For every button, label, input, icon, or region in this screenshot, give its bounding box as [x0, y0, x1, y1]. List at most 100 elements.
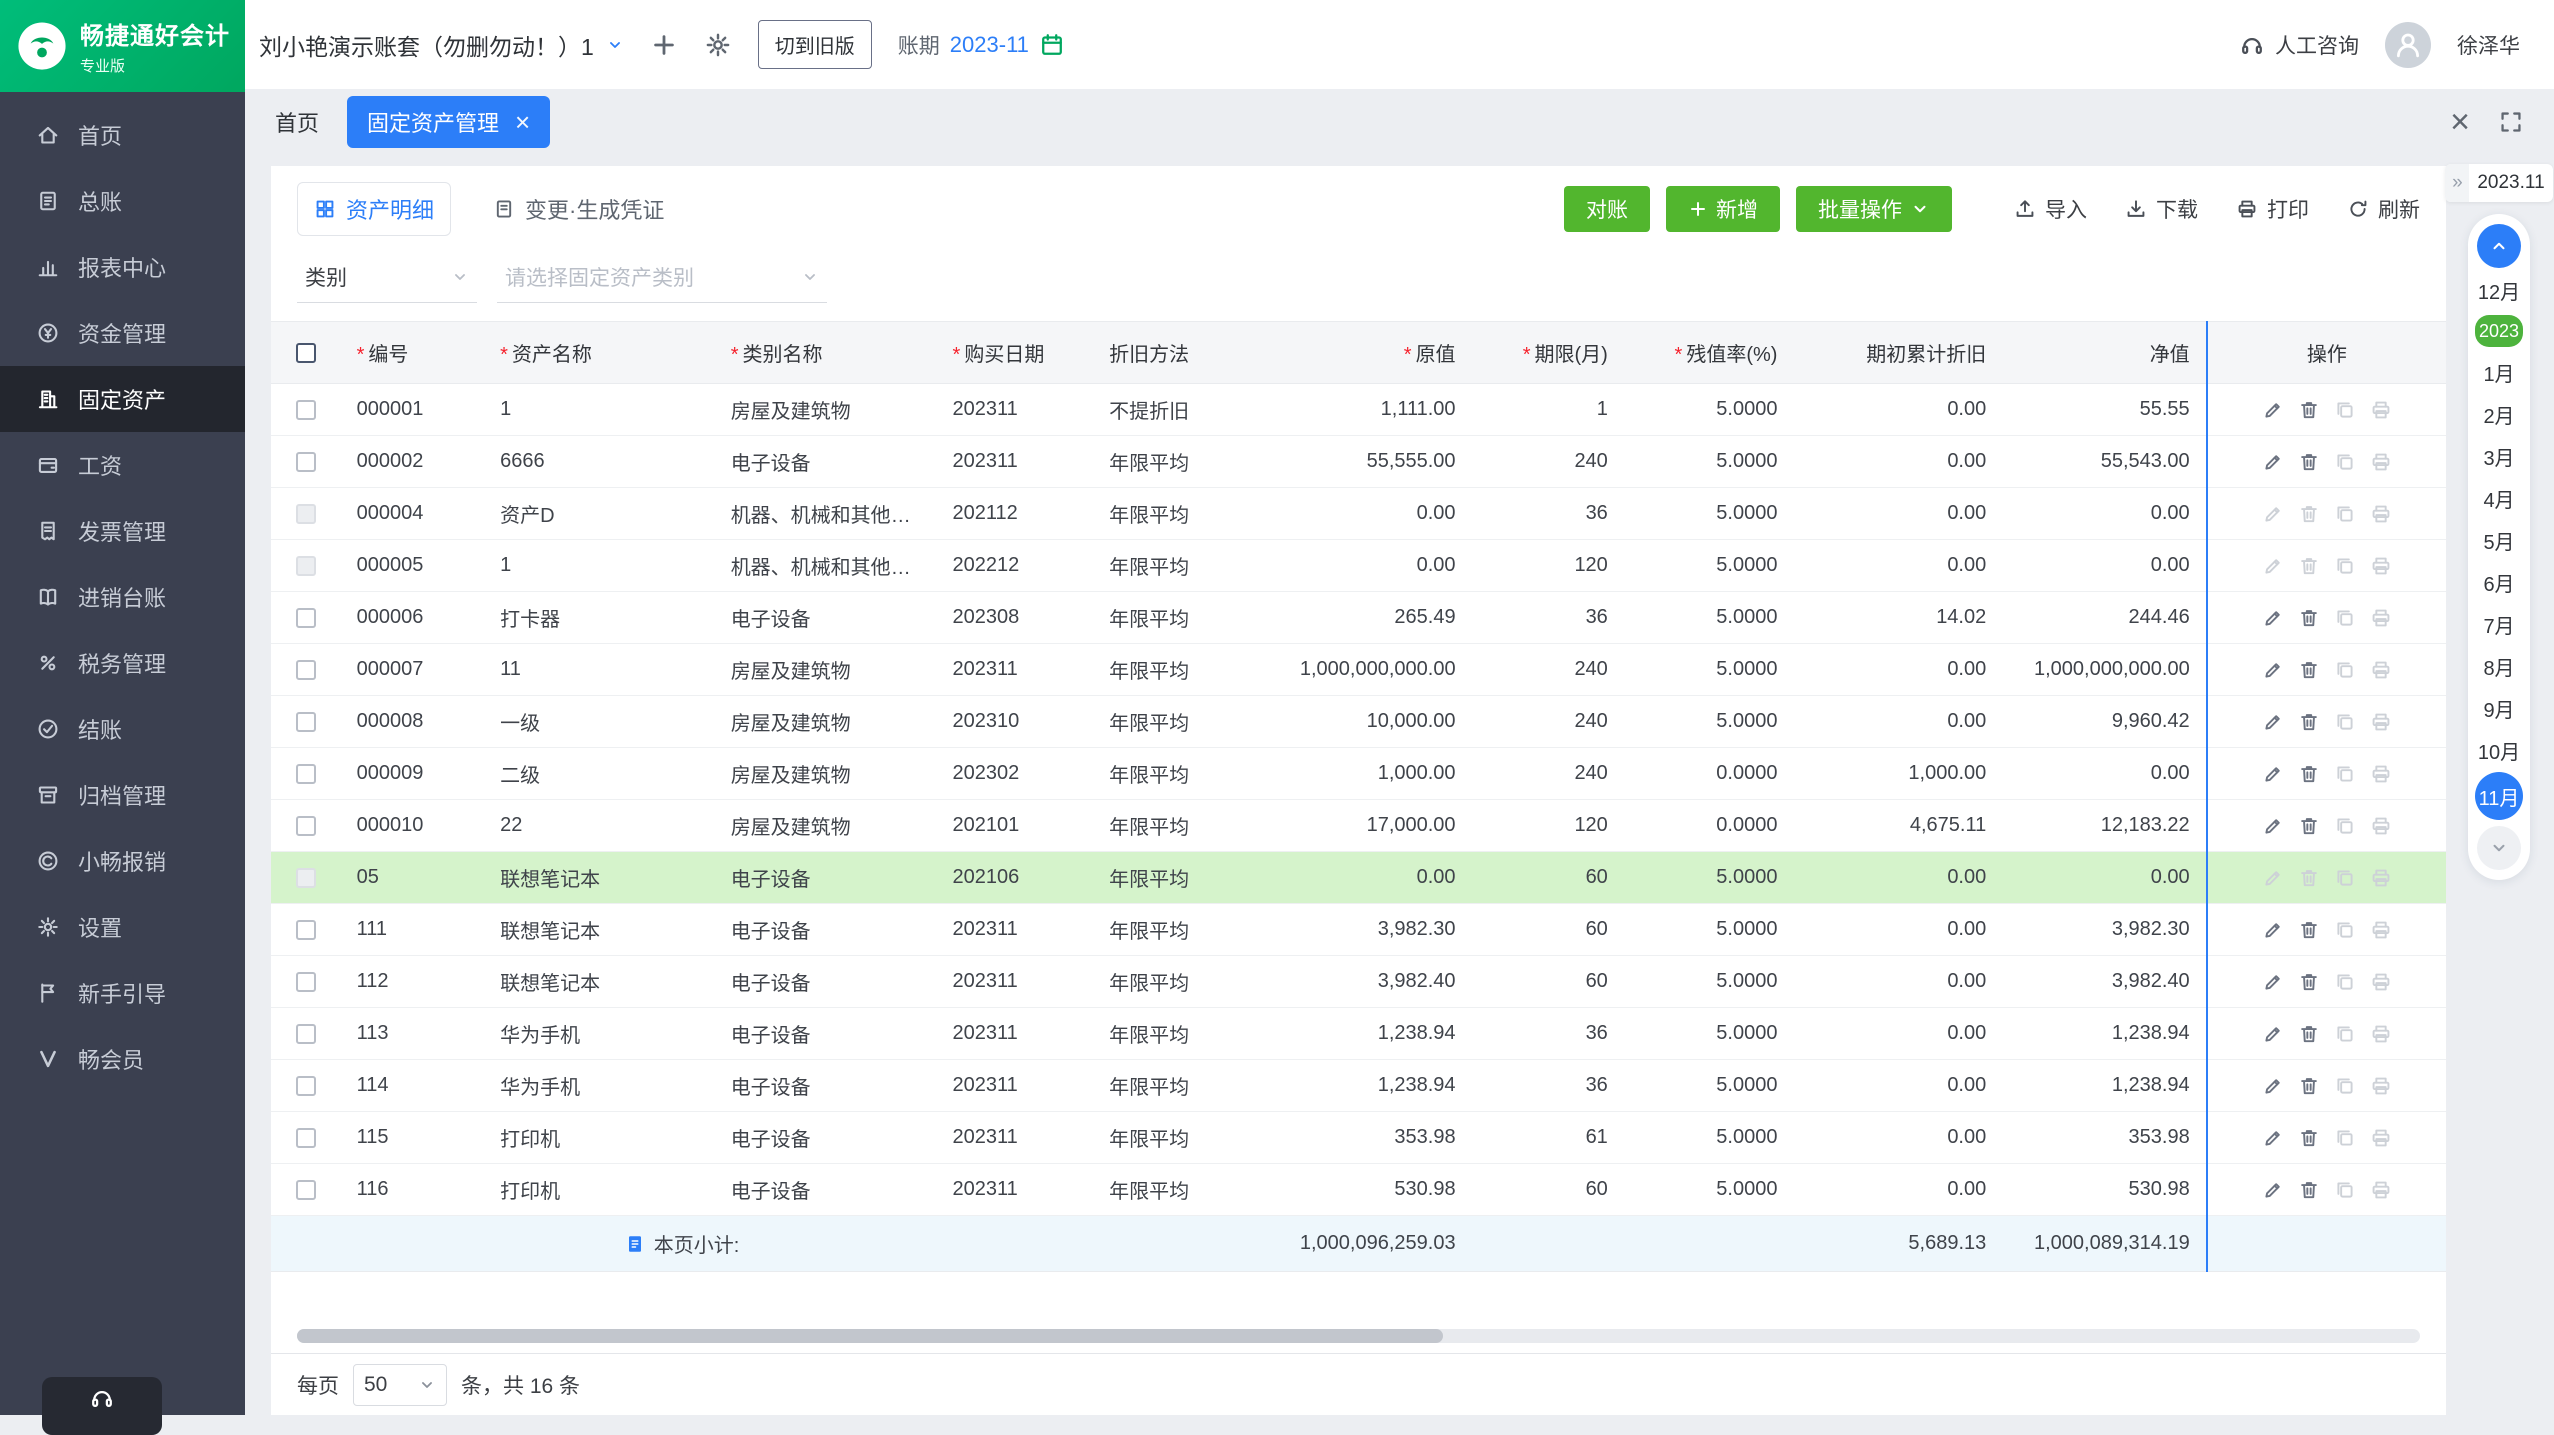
row-checkbox[interactable]	[295, 919, 316, 940]
copy-icon[interactable]	[2334, 815, 2356, 837]
sidebar-item-archive[interactable]: 归档管理	[0, 762, 245, 828]
sidebar-item-invoice[interactable]: 发票管理	[0, 498, 245, 564]
print-icon[interactable]	[2370, 971, 2392, 993]
row-checkbox[interactable]	[295, 451, 316, 472]
edit-icon[interactable]	[2262, 1127, 2284, 1149]
delete-icon[interactable]	[2298, 607, 2320, 629]
print-icon[interactable]	[2370, 555, 2392, 577]
sidebar-item-funds[interactable]: 资金管理	[0, 300, 245, 366]
gear-icon[interactable]	[704, 31, 732, 59]
edit-icon[interactable]	[2262, 399, 2284, 421]
category-select[interactable]: 类别	[297, 252, 477, 303]
print-icon[interactable]	[2370, 1075, 2392, 1097]
horizontal-scrollbar[interactable]	[297, 1329, 2420, 1343]
print-icon[interactable]	[2370, 607, 2392, 629]
copy-icon[interactable]	[2334, 555, 2356, 577]
delete-icon[interactable]	[2298, 503, 2320, 525]
row-checkbox[interactable]	[295, 1179, 316, 1200]
calendar-scroll-up[interactable]	[2477, 224, 2521, 268]
edit-icon[interactable]	[2262, 1023, 2284, 1045]
edit-icon[interactable]	[2262, 659, 2284, 681]
row-checkbox[interactable]	[295, 555, 316, 576]
sidebar-item-trade-ledger[interactable]: 进销台账	[0, 564, 245, 630]
edit-icon[interactable]	[2262, 451, 2284, 473]
copy-icon[interactable]	[2334, 1179, 2356, 1201]
calendar-icon[interactable]	[1039, 32, 1065, 58]
copy-icon[interactable]	[2334, 503, 2356, 525]
print-icon[interactable]	[2370, 1179, 2392, 1201]
switch-old-version-button[interactable]: 切到旧版	[757, 20, 872, 69]
quick-add-button[interactable]	[650, 31, 678, 59]
sidebar-item-closing[interactable]: 结账	[0, 696, 245, 762]
row-checkbox[interactable]	[295, 867, 316, 888]
edit-icon[interactable]	[2262, 607, 2284, 629]
calendar-month[interactable]: 11月	[2475, 772, 2523, 820]
category-filter-input[interactable]: 请选择固定资产类别	[497, 252, 827, 303]
sidebar-item-payroll[interactable]: 工资	[0, 432, 245, 498]
sidebar-item-general-ledger[interactable]: 总账	[0, 168, 245, 234]
row-checkbox[interactable]	[295, 503, 316, 524]
delete-icon[interactable]	[2298, 1127, 2320, 1149]
print-icon[interactable]	[2370, 503, 2392, 525]
delete-icon[interactable]	[2298, 451, 2320, 473]
row-checkbox[interactable]	[295, 711, 316, 732]
calendar-month[interactable]: 4月	[2483, 489, 2515, 512]
column-header-net_value[interactable]: 净值	[2002, 321, 2207, 384]
customer-service-widget[interactable]	[42, 1377, 162, 1435]
period-value[interactable]: 2023-11	[949, 31, 1029, 57]
row-checkbox[interactable]	[295, 1023, 316, 1044]
edit-icon[interactable]	[2262, 1075, 2284, 1097]
delete-icon[interactable]	[2298, 763, 2320, 785]
copy-icon[interactable]	[2334, 763, 2356, 785]
scrollbar-thumb[interactable]	[297, 1329, 1444, 1343]
print-icon[interactable]	[2370, 711, 2392, 733]
print-icon[interactable]	[2370, 1023, 2392, 1045]
calendar-month[interactable]: 5月	[2483, 531, 2515, 554]
column-header-method[interactable]: 折旧方法	[1093, 321, 1263, 384]
copy-icon[interactable]	[2334, 1127, 2356, 1149]
delete-icon[interactable]	[2298, 971, 2320, 993]
column-header-residual_rate[interactable]: * 残值率(%)	[1623, 321, 1794, 384]
delete-icon[interactable]	[2298, 867, 2320, 889]
copy-icon[interactable]	[2334, 971, 2356, 993]
batch-operations-button[interactable]: 批量操作	[1796, 186, 1952, 232]
account-selector[interactable]: 刘小艳演示账套（勿删勿动！）1	[259, 28, 624, 62]
delete-icon[interactable]	[2298, 711, 2320, 733]
sidebar-item-member[interactable]: 畅会员	[0, 1026, 245, 1092]
edit-icon[interactable]	[2262, 711, 2284, 733]
row-checkbox[interactable]	[295, 607, 316, 628]
sidebar-item-tax[interactable]: 税务管理	[0, 630, 245, 696]
column-header-actions[interactable]: 操作	[2205, 321, 2446, 384]
column-header-code[interactable]: * 编号	[340, 321, 485, 384]
edit-icon[interactable]	[2262, 763, 2284, 785]
sidebar-item-fixed-assets[interactable]: 固定资产	[0, 366, 245, 432]
reconcile-button[interactable]: 对账	[1564, 186, 1650, 232]
print-icon[interactable]	[2370, 763, 2392, 785]
column-header-accum_depreciation[interactable]: 期初累计折旧	[1793, 321, 2003, 384]
fullscreen-icon[interactable]	[2498, 109, 2524, 135]
print-button[interactable]: 打印	[2236, 194, 2309, 224]
copy-icon[interactable]	[2334, 867, 2356, 889]
print-icon[interactable]	[2370, 451, 2392, 473]
calendar-month[interactable]: 6月	[2483, 573, 2515, 596]
copy-icon[interactable]	[2334, 451, 2356, 473]
refresh-button[interactable]: 刷新	[2347, 194, 2420, 224]
column-header-name[interactable]: * 资产名称	[484, 321, 715, 384]
edit-icon[interactable]	[2262, 971, 2284, 993]
calendar-month[interactable]: 9月	[2483, 699, 2515, 722]
edit-icon[interactable]	[2262, 1179, 2284, 1201]
close-icon[interactable]: ×	[2450, 103, 2470, 141]
collapse-handle[interactable]: »	[2445, 164, 2470, 202]
tab-asset-detail[interactable]: 资产明细	[297, 182, 452, 236]
row-checkbox[interactable]	[295, 815, 316, 836]
avatar[interactable]	[2385, 21, 2431, 68]
add-asset-button[interactable]: 新增	[1666, 186, 1780, 232]
delete-icon[interactable]	[2298, 815, 2320, 837]
print-icon[interactable]	[2370, 919, 2392, 941]
import-button[interactable]: 导入	[2014, 194, 2087, 224]
delete-icon[interactable]	[2298, 1075, 2320, 1097]
calendar-month[interactable]: 3月	[2483, 447, 2515, 470]
row-checkbox[interactable]	[295, 1127, 316, 1148]
column-header-original_value[interactable]: * 原值	[1262, 321, 1472, 384]
tab-change-voucher[interactable]: 变更·生成凭证	[477, 183, 680, 235]
